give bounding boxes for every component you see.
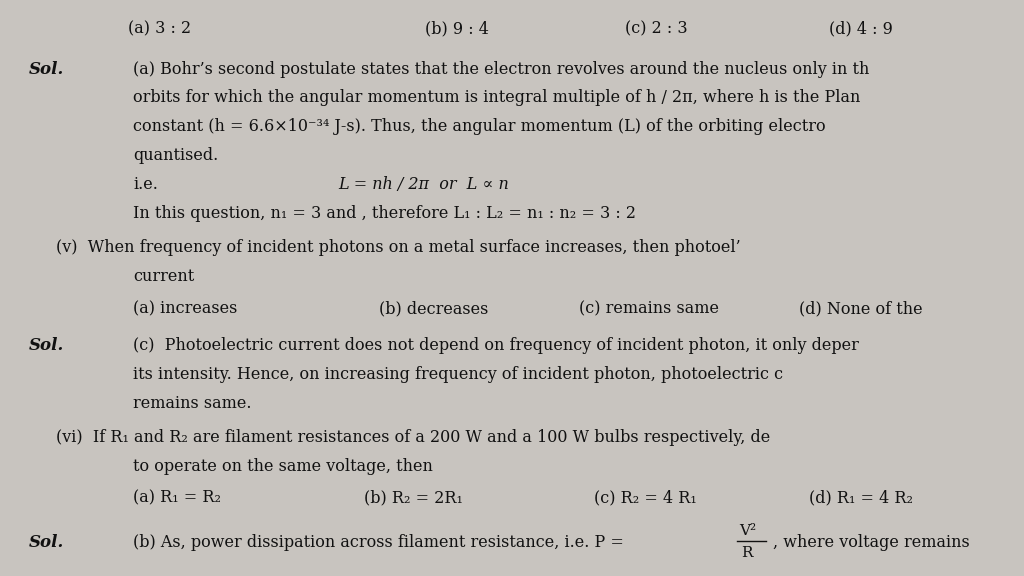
Text: (c) R₂ = 4 R₁: (c) R₂ = 4 R₁ <box>594 490 696 507</box>
Text: (a) R₁ = R₂: (a) R₁ = R₂ <box>133 490 221 507</box>
Text: (a) 3 : 2: (a) 3 : 2 <box>128 20 191 37</box>
Text: (b) R₂ = 2R₁: (b) R₂ = 2R₁ <box>364 490 463 507</box>
Text: constant (h = 6.6×10⁻³⁴ J-s). Thus, the angular momentum (L) of the orbiting ele: constant (h = 6.6×10⁻³⁴ J-s). Thus, the … <box>133 118 825 135</box>
Text: , where voltage remains: , where voltage remains <box>773 534 970 551</box>
Text: Sol.: Sol. <box>29 60 63 78</box>
Text: (c) 2 : 3: (c) 2 : 3 <box>625 20 687 37</box>
Text: quantised.: quantised. <box>133 147 218 164</box>
Text: (vi)  If R₁ and R₂ are filament resistances of a 200 W and a 100 W bulbs respect: (vi) If R₁ and R₂ are filament resistanc… <box>56 429 771 446</box>
Text: (v)  When frequency of incident photons on a metal surface increases, then photo: (v) When frequency of incident photons o… <box>56 239 741 256</box>
Text: (c) remains same: (c) remains same <box>579 300 719 317</box>
Text: L = nh / 2π  or  L ∝ n: L = nh / 2π or L ∝ n <box>338 176 509 193</box>
Text: (b) 9 : 4: (b) 9 : 4 <box>425 20 488 37</box>
Text: (b) decreases: (b) decreases <box>379 300 488 317</box>
Text: (c)  Photoelectric current does not depend on frequency of incident photon, it o: (c) Photoelectric current does not depen… <box>133 337 859 354</box>
Text: (a) increases: (a) increases <box>133 300 238 317</box>
Text: In this question, n₁ = 3 and , therefore L₁ : L₂ = n₁ : n₂ = 3 : 2: In this question, n₁ = 3 and , therefore… <box>133 204 636 222</box>
Text: Sol.: Sol. <box>29 337 63 354</box>
Text: (d) None of the: (d) None of the <box>799 300 923 317</box>
Text: orbits for which the angular momentum is integral multiple of h / 2π, where h is: orbits for which the angular momentum is… <box>133 89 860 107</box>
Text: Sol.: Sol. <box>29 534 63 551</box>
Text: remains same.: remains same. <box>133 395 252 412</box>
Text: current: current <box>133 268 195 285</box>
Text: (b) As, power dissipation across filament resistance, i.e. P =: (b) As, power dissipation across filamen… <box>133 534 624 551</box>
Text: its intensity. Hence, on increasing frequency of incident photon, photoelectric : its intensity. Hence, on increasing freq… <box>133 366 783 383</box>
Text: (d) R₁ = 4 R₂: (d) R₁ = 4 R₂ <box>809 490 913 507</box>
Text: (d) 4 : 9: (d) 4 : 9 <box>829 20 893 37</box>
Text: to operate on the same voltage, then: to operate on the same voltage, then <box>133 458 433 475</box>
Text: i.e.: i.e. <box>133 176 158 193</box>
Text: (a) Bohr’s second postulate states that the electron revolves around the nucleus: (a) Bohr’s second postulate states that … <box>133 60 869 78</box>
Text: R: R <box>741 546 753 560</box>
Text: V²: V² <box>739 524 757 538</box>
